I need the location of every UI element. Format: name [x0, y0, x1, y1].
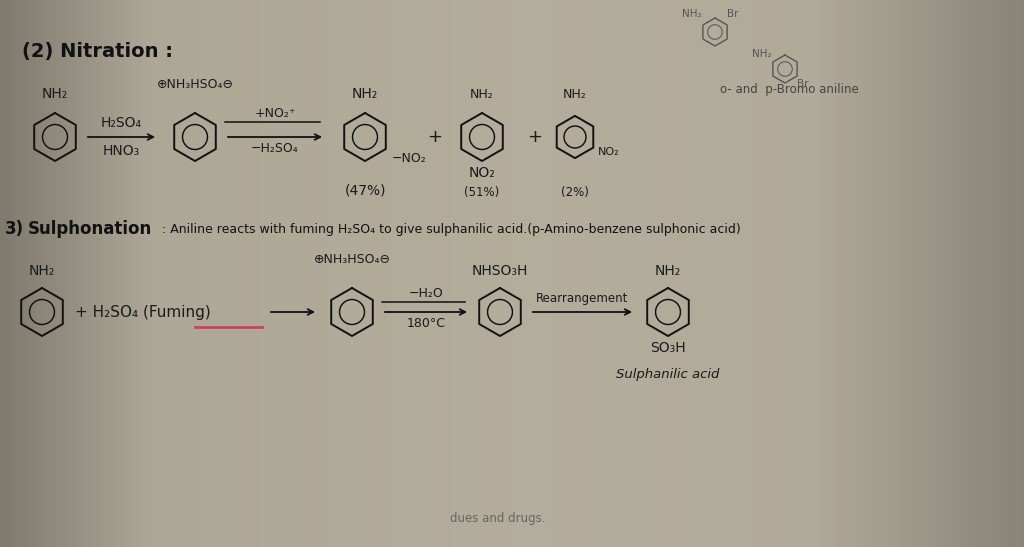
Text: NH₂: NH₂ — [29, 264, 55, 278]
Text: HNO₃: HNO₃ — [102, 144, 140, 158]
Text: NH₂: NH₂ — [753, 49, 772, 59]
Text: +: + — [527, 128, 543, 146]
Text: ⊕NH₃HSO₄⊖: ⊕NH₃HSO₄⊖ — [157, 78, 233, 91]
Text: Br: Br — [727, 9, 738, 19]
Text: NH₂: NH₂ — [352, 87, 378, 101]
Text: + H₂SO₄ (Fuming): + H₂SO₄ (Fuming) — [75, 305, 211, 319]
Text: H₂SO₄: H₂SO₄ — [101, 116, 142, 130]
Text: 180°C: 180°C — [407, 317, 445, 330]
Text: (2%): (2%) — [561, 186, 589, 199]
Text: Sulphanilic acid: Sulphanilic acid — [616, 368, 720, 381]
Text: −H₂SO₄: −H₂SO₄ — [251, 142, 299, 155]
Text: Br: Br — [797, 79, 809, 89]
Text: NO₂: NO₂ — [598, 147, 620, 157]
Text: NH₂: NH₂ — [470, 88, 494, 101]
Text: SO₃H: SO₃H — [650, 341, 686, 355]
Text: dues and drugs.: dues and drugs. — [450, 512, 546, 525]
Text: ⊕NH₃HSO₄⊖: ⊕NH₃HSO₄⊖ — [313, 253, 390, 266]
Text: (2) Nitration :: (2) Nitration : — [22, 43, 173, 61]
Text: Rearrangement: Rearrangement — [537, 292, 629, 305]
Text: −H₂O: −H₂O — [409, 287, 443, 300]
Text: Sulphonation: Sulphonation — [28, 220, 153, 238]
Text: : Aniline reacts with fuming H₂SO₄ to give sulphanilic acid.(p-Amino-benzene sul: : Aniline reacts with fuming H₂SO₄ to gi… — [158, 223, 740, 236]
Text: (51%): (51%) — [464, 186, 500, 199]
Text: o- and  p-Bromo aniline: o- and p-Bromo aniline — [720, 83, 859, 96]
Text: +: + — [427, 128, 442, 146]
Text: (47%): (47%) — [344, 183, 386, 197]
Text: NH₂: NH₂ — [655, 264, 681, 278]
Text: 3): 3) — [5, 220, 25, 238]
Text: NH₂: NH₂ — [563, 88, 587, 101]
Text: NHSO₃H: NHSO₃H — [472, 264, 528, 278]
Text: NO₂: NO₂ — [469, 166, 496, 180]
Text: +NO₂⁺: +NO₂⁺ — [254, 107, 296, 120]
Text: NH₂: NH₂ — [682, 9, 702, 19]
Text: −NO₂: −NO₂ — [392, 152, 427, 165]
Text: NH₂: NH₂ — [42, 87, 69, 101]
